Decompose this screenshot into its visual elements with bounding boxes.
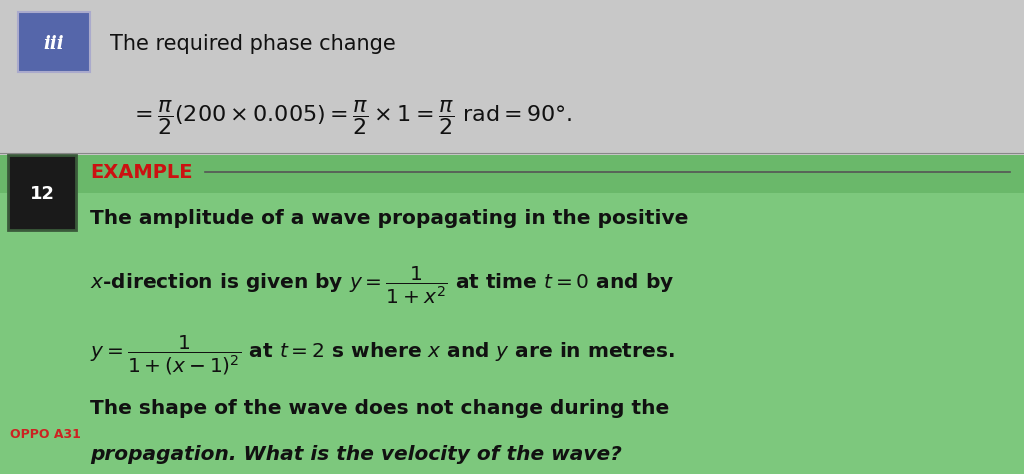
Text: $= \dfrac{\pi}{2}(200 \times 0.005) = \dfrac{\pi}{2} \times 1 = \dfrac{\pi}{2}\ : $= \dfrac{\pi}{2}(200 \times 0.005) = \d…: [130, 99, 572, 137]
FancyBboxPatch shape: [0, 155, 1024, 474]
Text: iii: iii: [44, 35, 65, 53]
Text: The shape of the wave does not change during the: The shape of the wave does not change du…: [90, 399, 670, 418]
FancyBboxPatch shape: [8, 155, 76, 230]
FancyBboxPatch shape: [0, 155, 1024, 193]
Text: $y = \dfrac{1}{1+(x-1)^2}$ at $t = 2$ s where $x$ and $y$ are in metres.: $y = \dfrac{1}{1+(x-1)^2}$ at $t = 2$ s …: [90, 333, 675, 377]
Text: propagation. What is the velocity of the wave?: propagation. What is the velocity of the…: [90, 446, 622, 465]
Text: The required phase change: The required phase change: [110, 34, 395, 54]
Text: EXAMPLE: EXAMPLE: [90, 163, 193, 182]
Text: OPPO A31: OPPO A31: [10, 428, 81, 441]
Text: 12: 12: [30, 185, 54, 203]
Text: The amplitude of a wave propagating in the positive: The amplitude of a wave propagating in t…: [90, 209, 688, 228]
FancyBboxPatch shape: [18, 12, 90, 72]
FancyBboxPatch shape: [0, 0, 1024, 155]
Text: $x$-direction is given by $y = \dfrac{1}{1+x^2}$ at time $t = 0$ and by: $x$-direction is given by $y = \dfrac{1}…: [90, 264, 674, 306]
